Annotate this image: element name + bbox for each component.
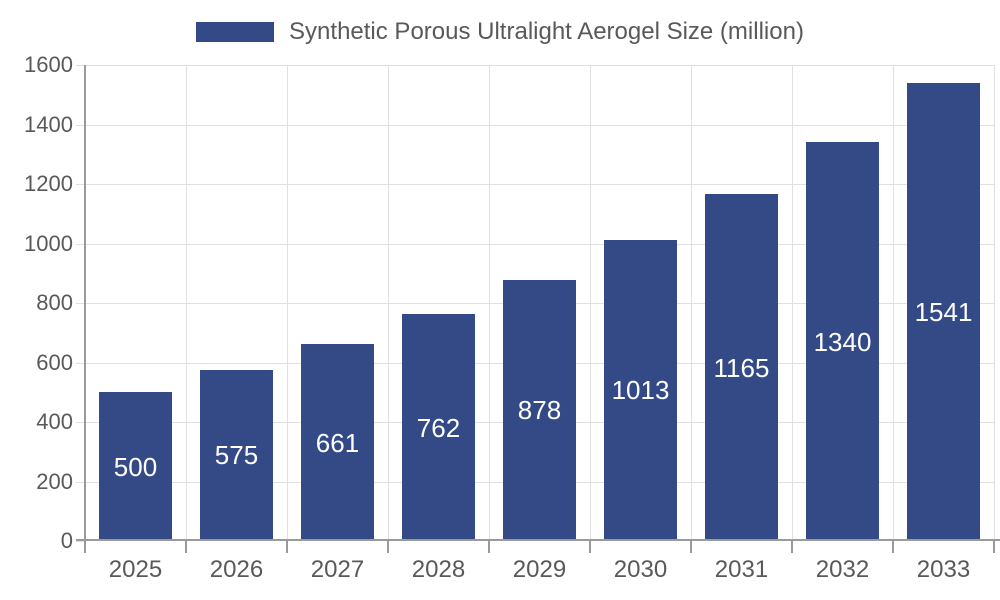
x-axis-line — [76, 539, 1000, 541]
bar-value-label: 661 — [315, 427, 360, 458]
y-tick-mark — [76, 184, 85, 185]
x-tick-label: 2029 — [512, 556, 567, 583]
gridline-vertical — [892, 65, 894, 541]
x-tick-label: 2033 — [916, 556, 971, 583]
chart-legend[interactable]: Synthetic Porous Ultralight Aerogel Size… — [0, 18, 1000, 46]
gridline-horizontal — [85, 65, 994, 66]
x-tick-mark — [589, 541, 591, 553]
y-tick-mark — [76, 362, 85, 364]
bar-value-label: 762 — [416, 412, 461, 443]
x-tick-label: 2030 — [613, 556, 668, 583]
bar-value-label: 1340 — [813, 326, 872, 357]
bar-value-label: 1013 — [611, 375, 670, 406]
bar-2032[interactable]: 1340 — [806, 142, 879, 541]
y-tick-label: 0 — [60, 528, 73, 553]
y-tick-mark — [76, 481, 85, 483]
bar-2031[interactable]: 1165 — [705, 194, 778, 541]
gridline-vertical — [286, 65, 288, 541]
plot-area: 1600 1400 1200 1000 800 600 400 200 0 500 2025 575 2… — [24, 54, 1000, 583]
bar-value-label: 878 — [517, 395, 562, 426]
gridline-horizontal — [85, 243, 994, 245]
bar-2033[interactable]: 1541 — [907, 82, 980, 541]
y-tick-label: 1000 — [24, 230, 73, 256]
y-axis-line — [84, 65, 86, 553]
y-tick-label: 1200 — [24, 171, 73, 196]
bar-value-label: 575 — [214, 440, 259, 471]
x-tick-mark — [185, 541, 187, 553]
gridline-vertical — [690, 65, 692, 541]
gridline-horizontal — [85, 184, 994, 185]
gridline-vertical — [488, 65, 490, 541]
y-tick-label: 400 — [36, 409, 73, 434]
x-tick-mark — [892, 541, 894, 553]
gridline-vertical — [589, 65, 591, 541]
gridline-vertical — [993, 65, 995, 541]
bar-2029[interactable]: 878 — [503, 279, 576, 541]
x-tick-mark — [993, 541, 995, 553]
x-tick-label: 2025 — [108, 556, 163, 583]
bar-2027[interactable]: 661 — [301, 344, 374, 541]
y-tick-label: 1600 — [24, 52, 73, 77]
x-tick-label: 2026 — [209, 556, 264, 583]
gridline-vertical — [185, 65, 187, 541]
bar-2028[interactable]: 762 — [402, 314, 475, 541]
bar-value-label: 1165 — [713, 352, 770, 383]
y-tick-mark — [76, 65, 85, 66]
gridline-vertical — [791, 65, 793, 541]
y-tick-mark — [76, 243, 85, 245]
bar-2025[interactable]: 500 — [99, 392, 172, 541]
x-tick-mark — [791, 541, 793, 553]
y-tick-label: 200 — [36, 468, 73, 494]
x-tick-label: 2027 — [310, 556, 365, 583]
y-tick-label: 800 — [36, 290, 73, 315]
bar-2026[interactable]: 575 — [200, 369, 273, 541]
gridline-vertical — [387, 65, 389, 541]
y-tick-label: 1400 — [24, 111, 73, 137]
x-tick-label: 2028 — [411, 556, 466, 583]
bar-2030[interactable]: 1013 — [604, 239, 677, 541]
y-tick-mark — [76, 422, 85, 423]
x-tick-mark — [488, 541, 490, 553]
legend-label: Synthetic Porous Ultralight Aerogel Size… — [289, 18, 804, 45]
x-tick-label: 2031 — [714, 556, 769, 583]
gridline-horizontal — [85, 124, 994, 126]
y-tick-mark — [76, 124, 85, 126]
legend-swatch-icon — [196, 22, 275, 42]
x-tick-mark — [690, 541, 692, 553]
x-tick-label: 2032 — [815, 556, 870, 583]
y-tick-mark — [76, 303, 85, 304]
y-tick-label: 600 — [36, 349, 73, 375]
x-tick-mark — [387, 541, 389, 553]
bar-value-label: 1541 — [914, 296, 973, 327]
y-tick-mark — [76, 541, 85, 542]
x-tick-mark — [286, 541, 288, 553]
bar-value-label: 500 — [113, 451, 158, 482]
